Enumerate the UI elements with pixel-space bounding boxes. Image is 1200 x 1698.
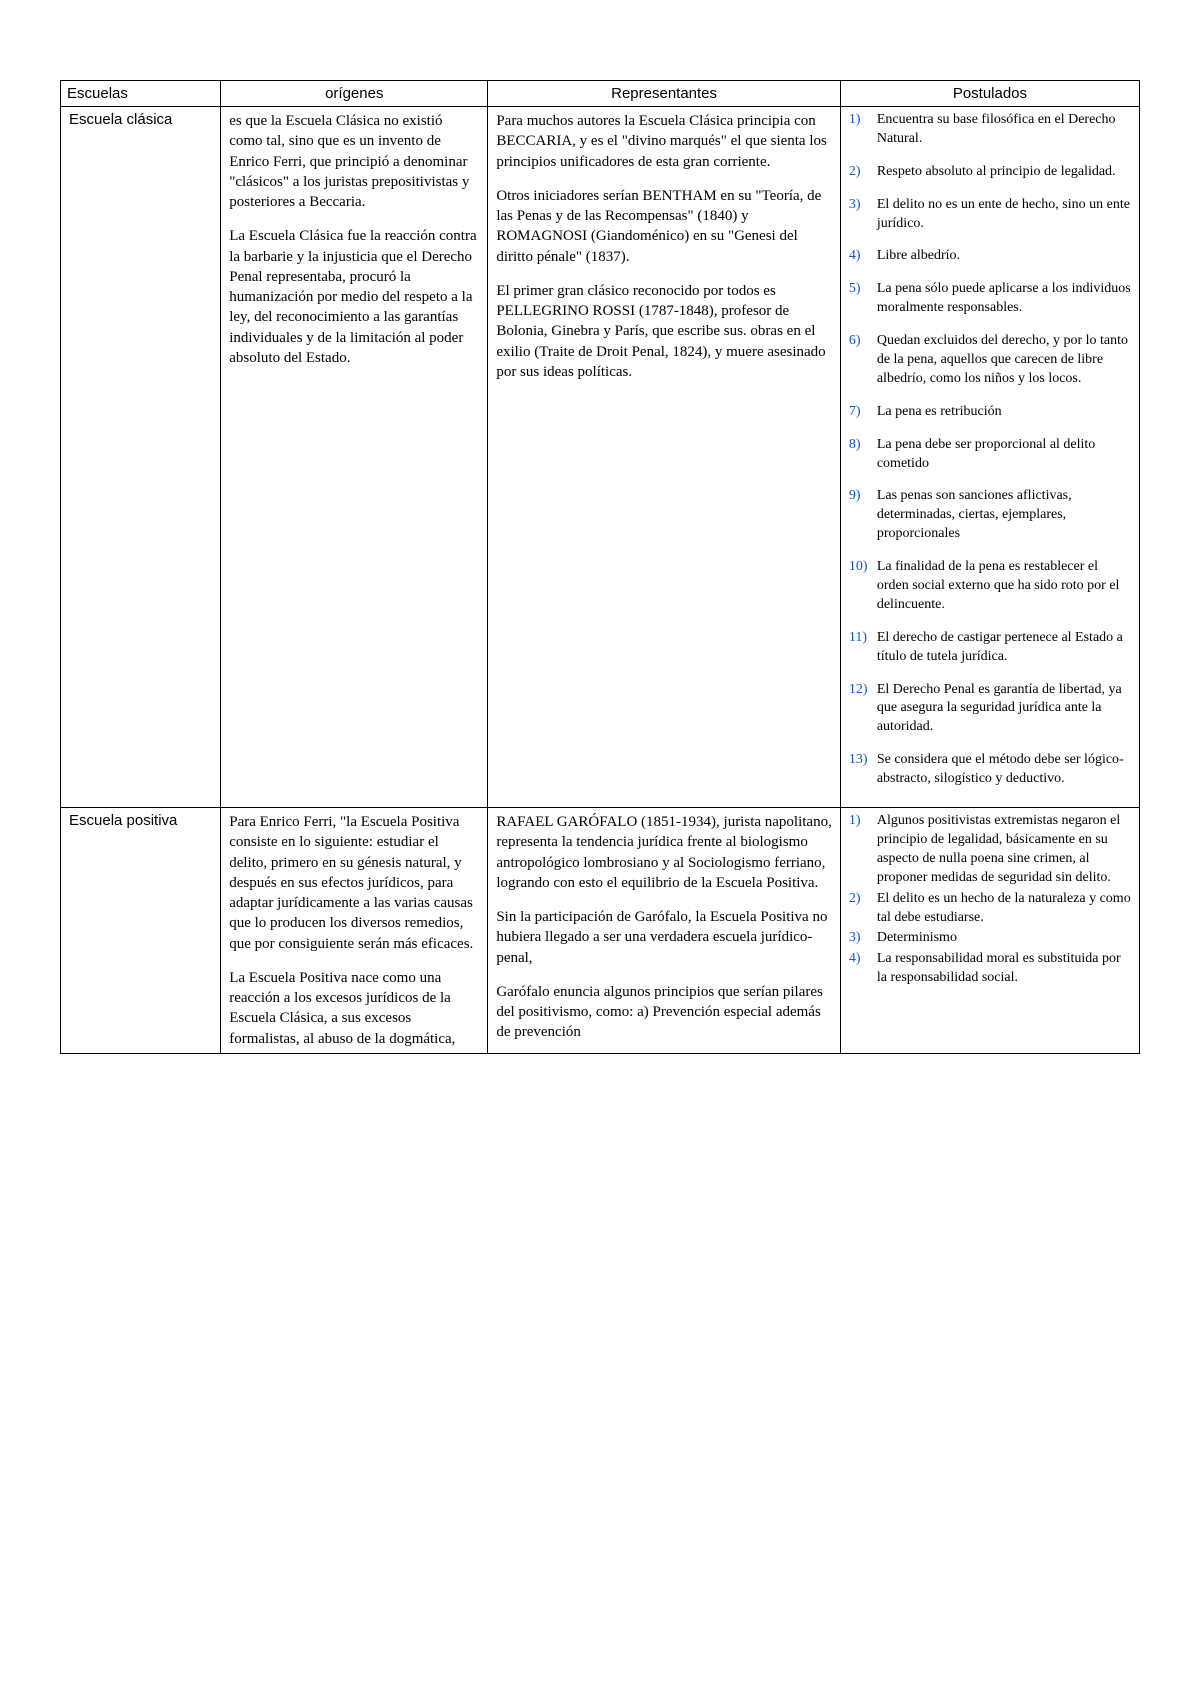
- postulado-text: El Derecho Penal es garantía de libertad…: [877, 681, 1131, 738]
- postulado-item: 4)La responsabilidad moral es substituid…: [849, 950, 1131, 988]
- postulado-text: La responsabilidad moral es substituida …: [877, 950, 1131, 988]
- postulado-item: 4)Libre albedrío.: [849, 247, 1131, 266]
- postulado-item: 8)La pena debe ser proporcional al delit…: [849, 436, 1131, 474]
- table-header-row: Escuelas orígenes Representantes Postula…: [61, 81, 1140, 107]
- postulado-text: El derecho de castigar pertenece al Esta…: [877, 629, 1131, 667]
- postulado-item: 6)Quedan excluidos del derecho, y por lo…: [849, 332, 1131, 389]
- cell-postulados: 1)Encuentra su base filosófica en el Der…: [840, 107, 1139, 808]
- postulado-number: 8): [849, 436, 877, 455]
- paragraph: Sin la participación de Garófalo, la Esc…: [496, 907, 832, 968]
- postulados-list: 1)Algunos positivistas extremistas negar…: [849, 812, 1131, 988]
- postulado-text: La pena es retribución: [877, 403, 1131, 422]
- postulado-number: 7): [849, 403, 877, 422]
- postulado-item: 3)Determinismo: [849, 929, 1131, 948]
- postulado-number: 2): [849, 890, 877, 909]
- postulado-text: Libre albedrío.: [877, 247, 1131, 266]
- postulado-number: 11): [849, 629, 877, 648]
- postulado-number: 1): [849, 111, 877, 130]
- postulado-item: 2)El delito es un hecho de la naturaleza…: [849, 890, 1131, 928]
- postulados-list: 1)Encuentra su base filosófica en el Der…: [849, 111, 1131, 789]
- postulado-item: 10)La finalidad de la pena es restablece…: [849, 558, 1131, 615]
- postulado-text: Encuentra su base filosófica en el Derec…: [877, 111, 1131, 149]
- postulado-number: 1): [849, 812, 877, 831]
- paragraph: Para Enrico Ferri, "la Escuela Positiva …: [229, 812, 479, 954]
- postulado-text: La pena sólo puede aplicarse a los indiv…: [877, 280, 1131, 318]
- paragraph: La Escuela Clásica fue la reacción contr…: [229, 226, 479, 368]
- header-representantes: Representantes: [488, 81, 841, 107]
- cell-origenes: Para Enrico Ferri, "la Escuela Positiva …: [221, 808, 488, 1054]
- postulado-number: 12): [849, 681, 877, 700]
- postulado-item: 3)El delito no es un ente de hecho, sino…: [849, 196, 1131, 234]
- cell-postulados: 1)Algunos positivistas extremistas negar…: [840, 808, 1139, 1054]
- cell-origenes: es que la Escuela Clásica no existió com…: [221, 107, 488, 808]
- paragraph: RAFAEL GARÓFALO (1851-1934), jurista nap…: [496, 812, 832, 893]
- postulado-number: 6): [849, 332, 877, 351]
- cell-escuela: Escuela positiva: [61, 808, 221, 1054]
- postulado-item: 11)El derecho de castigar pertenece al E…: [849, 629, 1131, 667]
- paragraph: La Escuela Positiva nace como una reacci…: [229, 968, 479, 1049]
- postulado-item: 12)El Derecho Penal es garantía de liber…: [849, 681, 1131, 738]
- postulado-text: La finalidad de la pena es restablecer e…: [877, 558, 1131, 615]
- header-postulados: Postulados: [840, 81, 1139, 107]
- postulado-item: 9)Las penas son sanciones aflictivas, de…: [849, 487, 1131, 544]
- paragraph: es que la Escuela Clásica no existió com…: [229, 111, 479, 212]
- postulado-text: El delito no es un ente de hecho, sino u…: [877, 196, 1131, 234]
- paragraph: Para muchos autores la Escuela Clásica p…: [496, 111, 832, 172]
- postulado-item: 13)Se considera que el método debe ser l…: [849, 751, 1131, 789]
- cell-representantes: Para muchos autores la Escuela Clásica p…: [488, 107, 841, 808]
- postulado-text: Determinismo: [877, 929, 1131, 948]
- postulado-text: Respeto absoluto al principio de legalid…: [877, 163, 1131, 182]
- cell-escuela: Escuela clásica: [61, 107, 221, 808]
- postulado-number: 5): [849, 280, 877, 299]
- paragraph: Garófalo enuncia algunos principios que …: [496, 982, 832, 1043]
- postulado-item: 5) La pena sólo puede aplicarse a los in…: [849, 280, 1131, 318]
- postulado-number: 10): [849, 558, 877, 577]
- postulado-text: La pena debe ser proporcional al delito …: [877, 436, 1131, 474]
- postulado-item: 7)La pena es retribución: [849, 403, 1131, 422]
- paragraph: Otros iniciadores serían BENTHAM en su "…: [496, 186, 832, 267]
- postulado-text: El delito es un hecho de la naturaleza y…: [877, 890, 1131, 928]
- postulado-number: 9): [849, 487, 877, 506]
- postulado-number: 4): [849, 950, 877, 969]
- postulado-text: Quedan excluidos del derecho, y por lo t…: [877, 332, 1131, 389]
- postulado-item: 2)Respeto absoluto al principio de legal…: [849, 163, 1131, 182]
- header-escuelas: Escuelas: [61, 81, 221, 107]
- postulado-item: 1)Algunos positivistas extremistas negar…: [849, 812, 1131, 888]
- postulado-item: 1)Encuentra su base filosófica en el Der…: [849, 111, 1131, 149]
- schools-table: Escuelas orígenes Representantes Postula…: [60, 80, 1140, 1054]
- postulado-number: 2): [849, 163, 877, 182]
- postulado-number: 3): [849, 929, 877, 948]
- cell-representantes: RAFAEL GARÓFALO (1851-1934), jurista nap…: [488, 808, 841, 1054]
- postulado-number: 3): [849, 196, 877, 215]
- header-origenes: orígenes: [221, 81, 488, 107]
- postulado-number: 4): [849, 247, 877, 266]
- table-row: Escuela positivaPara Enrico Ferri, "la E…: [61, 808, 1140, 1054]
- paragraph: El primer gran clásico reconocido por to…: [496, 281, 832, 382]
- postulado-text: Algunos positivistas extremistas negaron…: [877, 812, 1131, 888]
- postulado-text: Las penas son sanciones aflictivas, dete…: [877, 487, 1131, 544]
- postulado-text: Se considera que el método debe ser lógi…: [877, 751, 1131, 789]
- postulado-number: 13): [849, 751, 877, 770]
- table-row: Escuela clásicaes que la Escuela Clásica…: [61, 107, 1140, 808]
